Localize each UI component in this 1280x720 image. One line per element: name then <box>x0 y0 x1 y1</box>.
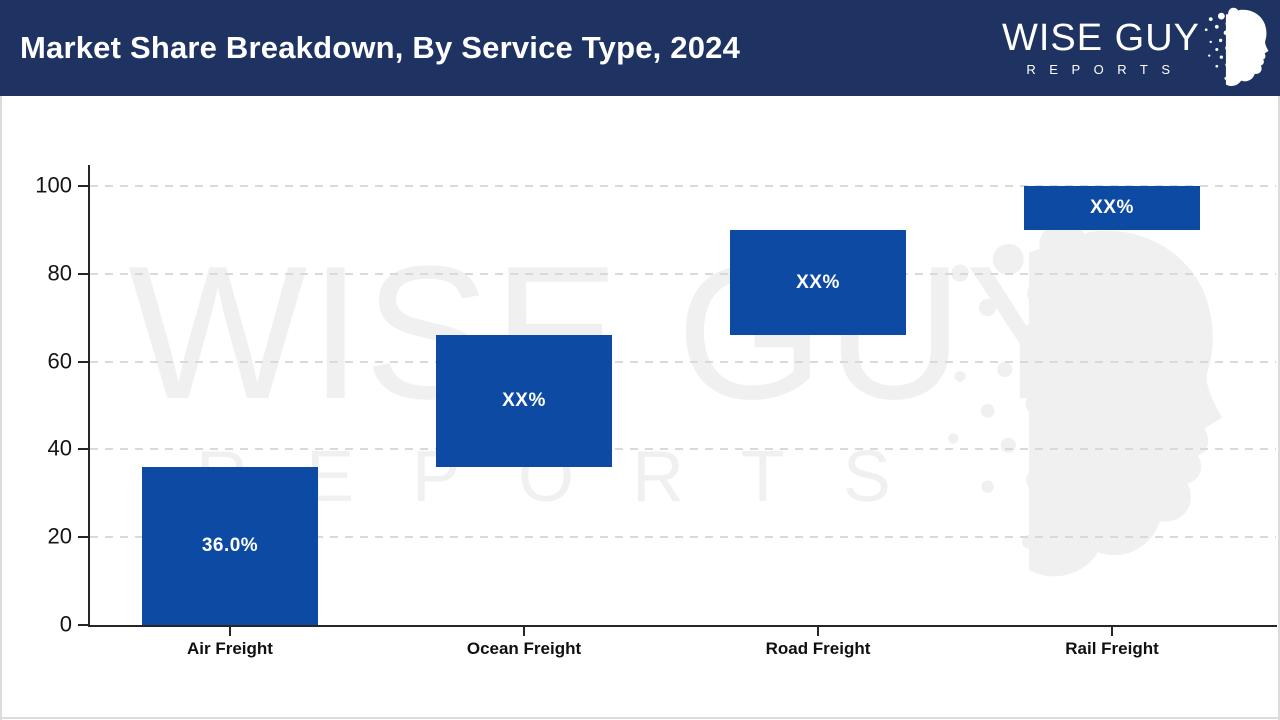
y-tick-label: 20 <box>47 523 72 549</box>
wise-guy-logo: WISE GUY REPORTS <box>1002 6 1270 90</box>
x-axis-line <box>88 625 1277 627</box>
x-tick-mark <box>229 627 231 636</box>
logo-brand-name: WISE GUY <box>1001 17 1200 59</box>
gridline <box>90 185 1276 187</box>
x-category-label: Ocean Freight <box>466 639 582 658</box>
y-tick-mark <box>78 272 88 275</box>
page-title: Market Share Breakdown, By Service Type,… <box>20 30 741 65</box>
y-tick-mark <box>78 448 88 451</box>
page-border-bottom <box>0 717 1280 719</box>
y-tick-label: 80 <box>47 260 72 286</box>
gridline <box>90 272 1276 275</box>
header: Market Share Breakdown, By Service Type,… <box>0 0 1280 96</box>
logo-brand-sub: REPORTS <box>1026 62 1184 77</box>
x-category-label: Rail Freight <box>1065 639 1159 658</box>
bar-value-label: 36.0% <box>201 534 259 556</box>
x-tick-mark <box>523 627 525 636</box>
y-tick-label: 0 <box>59 611 72 637</box>
bar-rail-freight: XX% <box>1024 186 1200 230</box>
logo-text: WISE GUY REPORTS <box>1002 19 1200 77</box>
page-border-right <box>1278 96 1280 720</box>
y-tick-label: 60 <box>47 348 72 374</box>
y-axis-line <box>88 165 90 627</box>
x-category-label: Road Freight <box>765 639 871 658</box>
x-category-label: Air Freight <box>187 639 273 658</box>
bar-value-label: XX% <box>1090 196 1134 218</box>
dotted-head-logo-icon <box>1204 7 1269 86</box>
y-tick-label: 40 <box>47 435 72 461</box>
bar-road-freight: XX% <box>730 229 906 336</box>
gridline <box>90 360 1276 363</box>
bar-value-label: XX% <box>502 390 546 412</box>
x-tick-mark <box>1111 627 1113 636</box>
gridline <box>90 536 1276 539</box>
bar-ocean-freight: XX% <box>436 335 612 467</box>
page-border-left <box>0 96 2 720</box>
y-tick-mark <box>78 536 88 539</box>
bar-value-label: XX% <box>796 271 840 293</box>
bar-air-freight: 36.0% <box>142 466 318 625</box>
y-tick-mark <box>78 360 88 363</box>
gridline <box>90 448 1276 451</box>
y-tick-label: 100 <box>35 172 72 198</box>
y-tick-mark <box>78 624 88 626</box>
x-tick-mark <box>817 627 819 636</box>
y-tick-mark <box>78 185 88 187</box>
